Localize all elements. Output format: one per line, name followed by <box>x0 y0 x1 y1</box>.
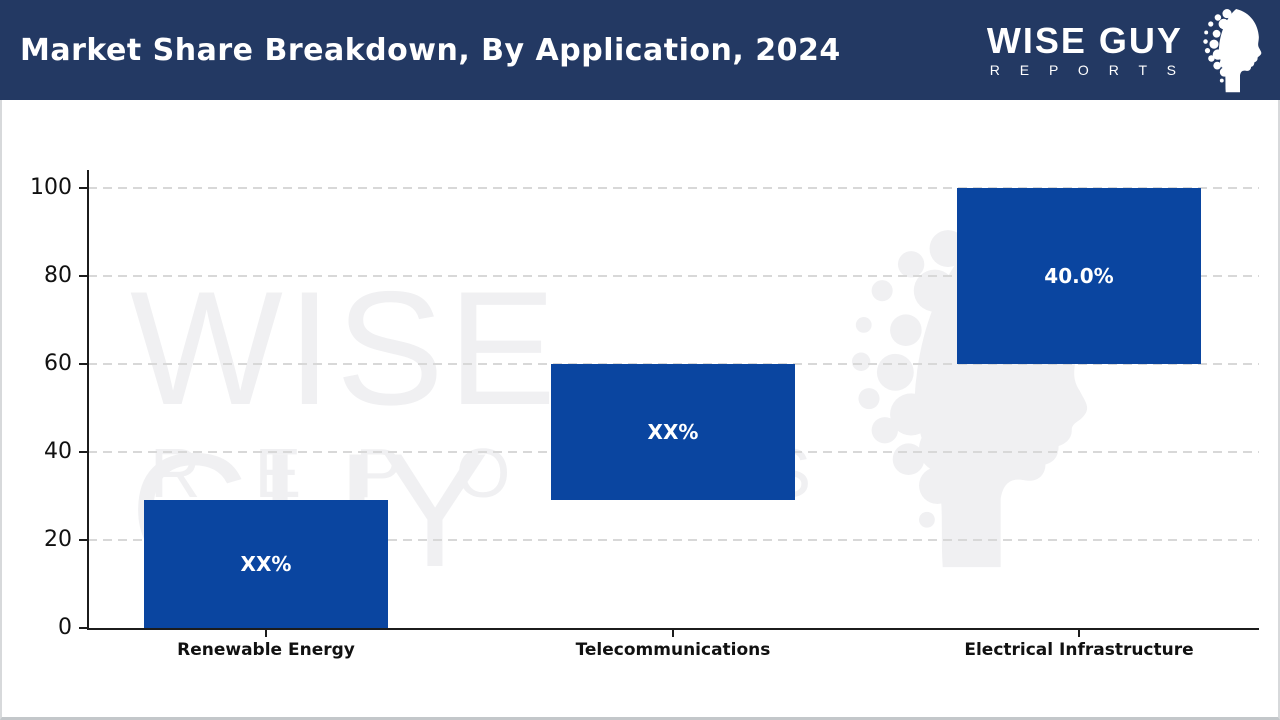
y-tick <box>79 627 87 629</box>
bar-telecommunications: XX% <box>551 364 795 501</box>
logo-wordmark: WISE GUY <box>986 19 1183 61</box>
y-tick-label: 20 <box>44 527 72 552</box>
y-tick <box>79 187 87 189</box>
bar-electrical-infrastructure: 40.0% <box>957 188 1201 364</box>
wiseguy-face-icon <box>1203 9 1262 93</box>
x-axis-spine <box>87 628 1259 630</box>
header-bar: Market Share Breakdown, By Application, … <box>0 0 1280 100</box>
x-tick <box>672 630 674 637</box>
bar-value-label: XX% <box>647 420 699 445</box>
page-title: Market Share Breakdown, By Application, … <box>20 32 841 68</box>
chart-canvas: WISE GUY REPORTS XX%XX%40.0% 02040608010… <box>0 100 1280 720</box>
y-tick <box>79 451 87 453</box>
x-tick <box>265 630 267 637</box>
y-tick-label: 60 <box>44 351 72 376</box>
y-tick <box>79 539 87 541</box>
bar-renewable-energy: XX% <box>144 500 388 628</box>
x-tick-label: Electrical Infrastructure <box>964 640 1194 660</box>
gridline <box>88 187 1259 189</box>
y-tick-label: 0 <box>58 615 72 640</box>
x-tick-label: Renewable Energy <box>177 640 355 660</box>
bar-value-label: XX% <box>240 552 292 577</box>
x-tick-label: Telecommunications <box>575 640 771 660</box>
x-tick <box>1078 630 1080 637</box>
gridline <box>88 275 1259 277</box>
y-tick-label: 100 <box>30 175 72 200</box>
y-axis-spine <box>87 170 89 630</box>
y-tick-label: 80 <box>44 263 72 288</box>
gridline <box>88 539 1259 541</box>
wiseguy-logo: WISE GUY R E P O R T S <box>986 5 1266 95</box>
y-tick-label: 40 <box>44 439 72 464</box>
y-tick <box>79 363 87 365</box>
y-tick <box>79 275 87 277</box>
logo-subtitle: R E P O R T S <box>989 61 1184 78</box>
bar-value-label: 40.0% <box>1044 264 1114 288</box>
logo-text: WISE GUY R E P O R T S <box>986 19 1184 78</box>
